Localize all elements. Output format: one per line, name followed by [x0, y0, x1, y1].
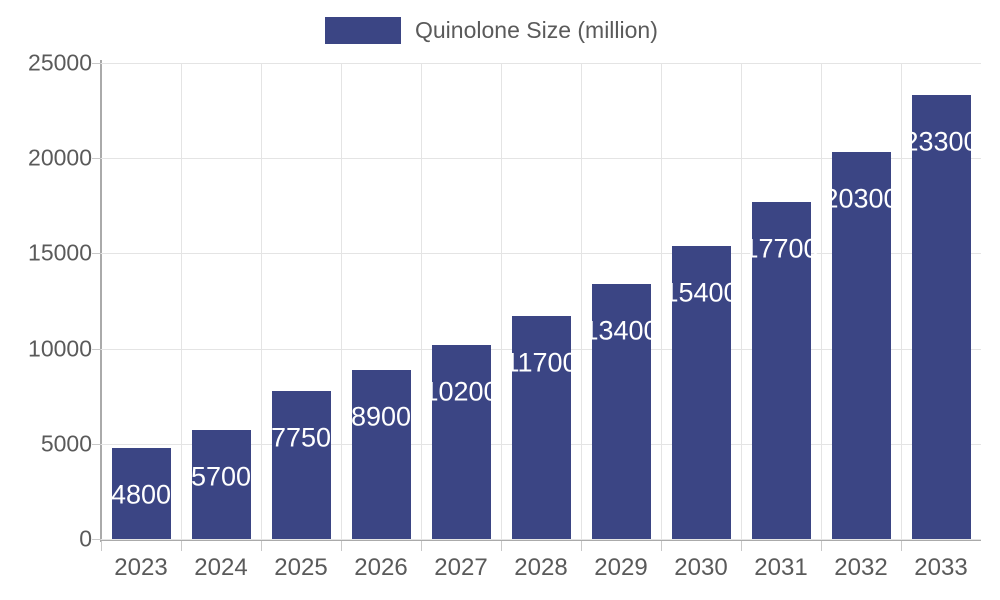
gridline-vertical: [741, 63, 742, 539]
x-axis-tick-label: 2033: [914, 554, 968, 581]
bar[interactable]: [191, 430, 251, 539]
y-axis-tick-mark: [92, 63, 101, 64]
x-axis-tick-mark: [821, 541, 822, 551]
y-axis-tick-mark: [92, 348, 101, 350]
y-axis-tick-mark: [92, 253, 101, 255]
gridline-vertical: [661, 63, 662, 539]
bar[interactable]: [591, 283, 651, 539]
x-axis-tick-mark: [181, 541, 182, 551]
gridline-horizontal: [101, 63, 981, 64]
gridline-vertical: [341, 63, 342, 539]
bar[interactable]: [111, 447, 171, 539]
bar[interactable]: [271, 391, 331, 539]
bar[interactable]: [751, 201, 811, 539]
y-axis-tick-label: 10000: [28, 335, 92, 362]
gridline-vertical: [181, 63, 182, 539]
gridline-vertical: [501, 63, 502, 539]
y-axis-tick-mark: [92, 539, 101, 540]
bar[interactable]: [671, 245, 731, 539]
x-axis-tick-label: 2024: [194, 554, 248, 581]
x-axis-tick-mark: [661, 541, 662, 551]
bar[interactable]: [351, 369, 411, 539]
bar[interactable]: [431, 344, 491, 539]
x-axis-tick-label: 2025: [274, 554, 328, 581]
gridline-vertical: [261, 63, 262, 539]
y-axis-tick-mark: [92, 443, 101, 445]
chart-legend: Quinolone Size (million): [325, 16, 658, 44]
x-axis-tick-mark: [101, 541, 102, 551]
y-axis-tick-label: 25000: [28, 49, 92, 76]
bar[interactable]: [911, 95, 971, 539]
x-axis-tick-label: 2028: [514, 554, 568, 581]
gridline-horizontal: [101, 539, 981, 540]
y-axis-tick-label: 15000: [28, 239, 92, 266]
y-axis-tick-mark: [92, 158, 101, 160]
gridline-vertical: [581, 63, 582, 539]
x-axis-tick-label: 2027: [434, 554, 488, 581]
x-axis-spine: [101, 539, 981, 541]
legend-color-swatch: [325, 16, 401, 44]
y-axis-tick-label: 5000: [40, 430, 92, 457]
gridline-horizontal: [101, 158, 981, 160]
x-axis-tick-mark: [261, 541, 262, 551]
gridline-vertical: [821, 63, 822, 539]
x-axis-tick-mark: [741, 541, 742, 551]
x-axis-tick-mark: [501, 541, 502, 551]
plot-area: 4800 5700 7750 8900 10200 11700 13400 15400 1770…: [101, 63, 981, 540]
x-axis-tick-label: 2032: [834, 554, 888, 581]
x-axis-tick-label: 2031: [754, 554, 808, 581]
bar[interactable]: [511, 316, 571, 539]
gridline-horizontal: [101, 253, 981, 255]
y-axis-tick-label: 20000: [28, 144, 92, 171]
y-axis-spine: [100, 60, 102, 542]
gridline-vertical: [421, 63, 422, 539]
x-axis-tick-mark: [421, 541, 422, 551]
x-axis-tick-mark: [901, 541, 902, 551]
x-axis-tick-label: 2026: [354, 554, 408, 581]
gridline-vertical: [901, 63, 902, 539]
legend-label: Quinolone Size (million): [415, 16, 658, 43]
x-axis-tick-mark: [581, 541, 582, 551]
x-axis-tick-mark: [341, 541, 342, 551]
x-axis-tick-label: 2030: [674, 554, 728, 581]
y-axis-tick-label: 0: [79, 525, 92, 552]
x-axis-tick-label: 2023: [114, 554, 168, 581]
bar[interactable]: [831, 152, 891, 539]
x-axis-tick-label: 2029: [594, 554, 648, 581]
